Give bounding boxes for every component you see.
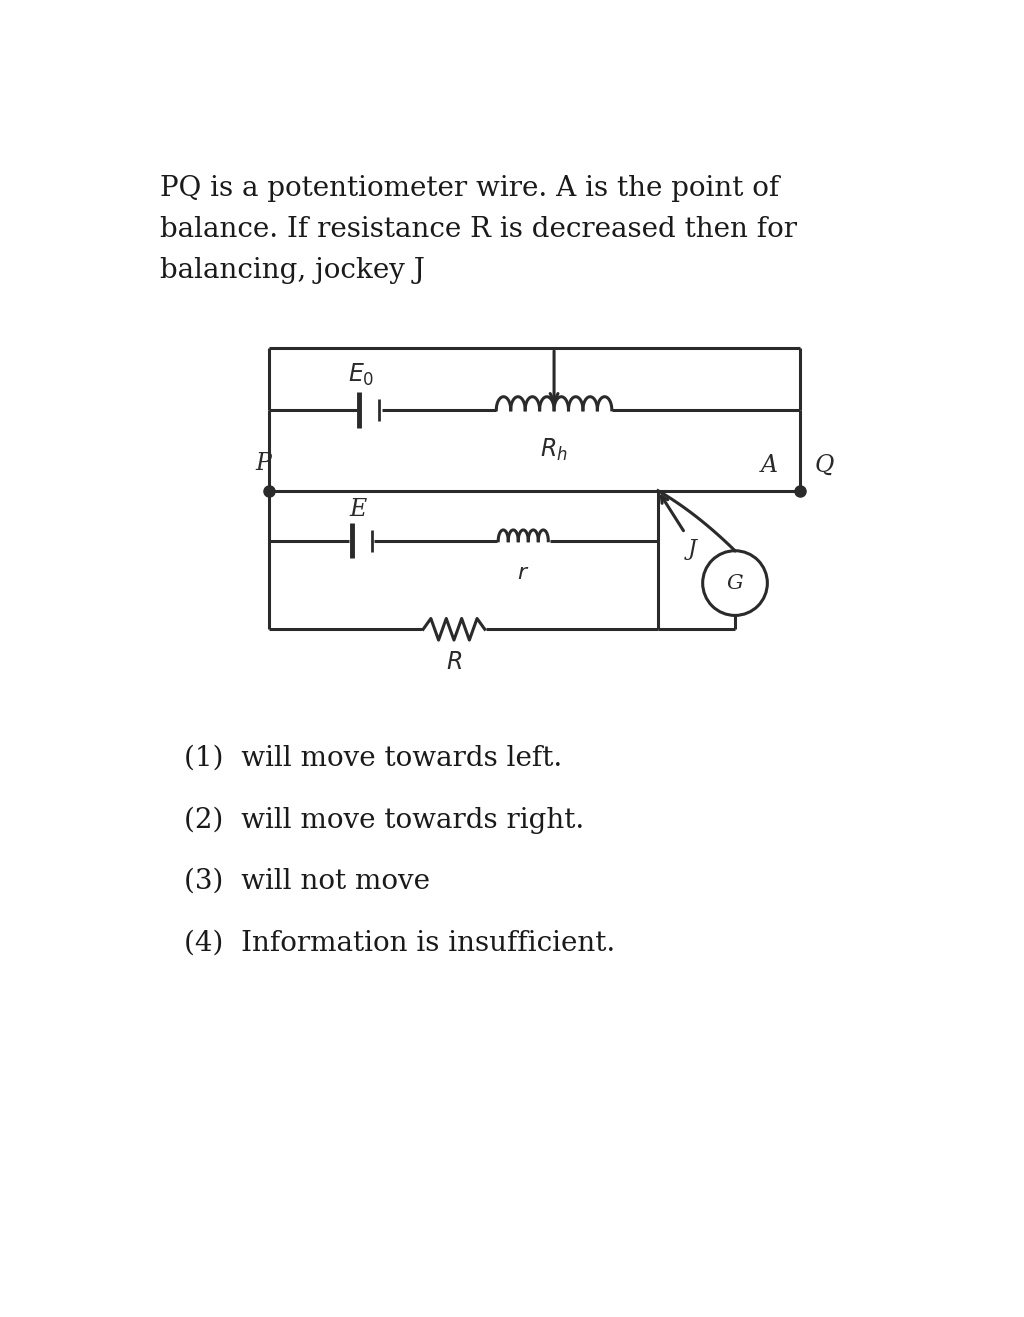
Text: balance. If resistance R is decreased then for: balance. If resistance R is decreased th…: [160, 216, 797, 242]
Text: $E_0$: $E_0$: [348, 362, 375, 389]
Text: $R_h$: $R_h$: [541, 437, 568, 464]
Text: $r$: $r$: [517, 562, 529, 585]
Text: (1)  will move towards left.: (1) will move towards left.: [184, 745, 563, 772]
Text: (2)  will move towards right.: (2) will move towards right.: [184, 806, 585, 834]
Text: P: P: [255, 452, 271, 475]
Text: $R$: $R$: [445, 651, 462, 674]
Text: J: J: [687, 539, 696, 561]
Text: Q: Q: [814, 454, 834, 477]
Text: (3)  will not move: (3) will not move: [184, 868, 430, 896]
Text: E: E: [349, 498, 367, 522]
Text: A: A: [761, 454, 778, 477]
Text: balancing, jockey J: balancing, jockey J: [160, 257, 425, 283]
Text: PQ is a potentiometer wire. A is the point of: PQ is a potentiometer wire. A is the poi…: [160, 175, 779, 202]
Text: (4)  Information is insufficient.: (4) Information is insufficient.: [184, 930, 615, 956]
Text: G: G: [727, 574, 743, 593]
